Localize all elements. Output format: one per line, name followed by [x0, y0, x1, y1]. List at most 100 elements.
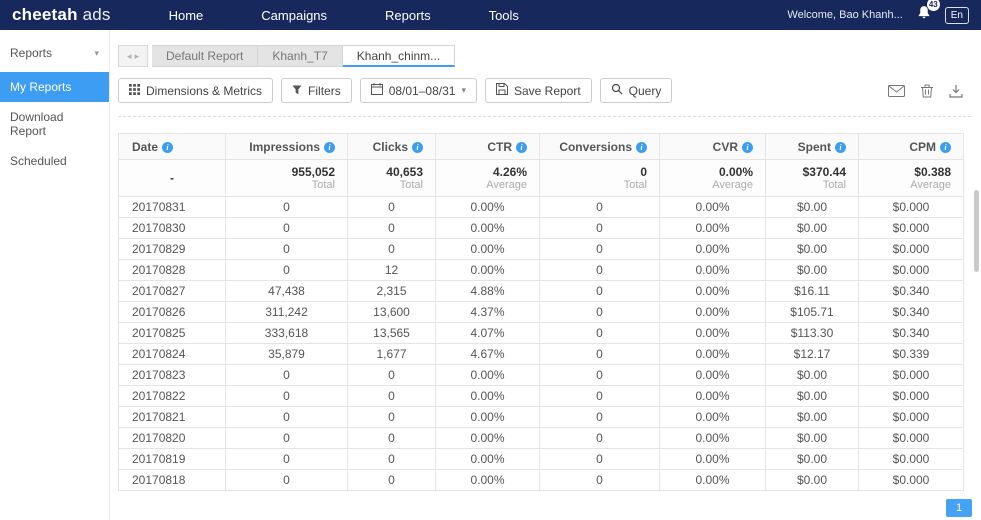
column-label: Clicks — [372, 139, 408, 154]
value-cell: 13,565 — [347, 322, 436, 344]
value-cell: 0 — [539, 238, 660, 260]
report-tabbar: ◂ ▸ Default Report Khanh_T7 Khanh_chinm.… — [118, 45, 971, 67]
tab-scroll-left-icon[interactable]: ◂ — [126, 50, 132, 61]
main-content: ◂ ▸ Default Report Khanh_T7 Khanh_chinm.… — [110, 30, 981, 520]
value-cell: $0.00 — [765, 385, 859, 407]
value-cell: 0 — [225, 469, 348, 491]
value-cell: 0.00% — [659, 364, 766, 386]
nav-item-tools[interactable]: Tools — [488, 7, 519, 23]
nav-item-campaigns[interactable]: Campaigns — [261, 7, 328, 23]
totals-cell-date: - — [118, 159, 226, 197]
tab-default-report[interactable]: Default Report — [152, 45, 259, 67]
tab-scroll-arrows: ◂ ▸ — [118, 45, 148, 67]
totals-value: 955,052 — [291, 164, 335, 179]
info-icon[interactable]: i — [516, 141, 527, 153]
value-cell: $0.000 — [858, 259, 964, 281]
pagination-page-1[interactable]: 1 — [946, 499, 972, 517]
column-header-conversions[interactable]: Conversions i — [539, 133, 660, 160]
column-header-cpm[interactable]: CPM i — [858, 133, 964, 160]
column-label: CVR — [712, 139, 738, 154]
tab-khanh-t7[interactable]: Khanh_T7 — [258, 45, 343, 67]
navbar-right: Welcome, Bao Khanh... 43 En — [787, 0, 969, 25]
table-row: 20170823 0 0 0.00% 0 0.00% $0.00 $0.000 — [118, 364, 964, 386]
date-cell: 20170824 — [118, 343, 226, 365]
date-cell: 20170818 — [118, 469, 226, 491]
totals-value: 4.26% — [492, 164, 527, 179]
mail-icon[interactable] — [888, 84, 905, 97]
totals-sublabel: Total — [399, 178, 423, 191]
value-cell: $0.00 — [765, 448, 859, 470]
value-cell: 0 — [539, 364, 660, 386]
column-header-spent[interactable]: Spent i — [765, 133, 859, 160]
totals-sublabel: Average — [712, 178, 753, 191]
tab-scroll-right-icon[interactable]: ▸ — [134, 50, 140, 61]
app-logo[interactable]: cheetah ads — [12, 5, 111, 25]
value-cell: $0.00 — [765, 196, 859, 218]
table-row: 20170831 0 0 0.00% 0 0.00% $0.00 $0.000 — [118, 196, 964, 218]
dashed-separator — [118, 116, 971, 117]
value-cell: 0 — [347, 469, 436, 491]
value-cell: 4.07% — [435, 322, 540, 344]
save-report-button[interactable]: Save Report — [484, 78, 592, 103]
value-cell: 35,879 — [225, 343, 348, 365]
vertical-scrollbar[interactable] — [974, 190, 979, 272]
info-icon[interactable]: i — [412, 141, 423, 153]
info-icon[interactable]: i — [742, 141, 753, 153]
column-header-clicks[interactable]: Clicks i — [347, 133, 436, 160]
column-header-cvr[interactable]: CVR i — [659, 133, 766, 160]
download-icon[interactable] — [949, 84, 963, 98]
sidebar-item-download-report[interactable]: Download Report — [10, 110, 64, 138]
tab-khanh-chinm[interactable]: Khanh_chinm... — [342, 45, 456, 67]
value-cell: 0.00% — [659, 280, 766, 302]
language-button[interactable]: En — [944, 6, 969, 24]
column-header-date[interactable]: Date i — [118, 133, 226, 160]
info-icon[interactable]: i — [324, 141, 335, 153]
table-row: 20170825 333,618 13,565 4.07% 0 0.00% $113.30 $… — [118, 322, 964, 344]
column-header-ctr[interactable]: CTR i — [435, 133, 540, 160]
info-icon[interactable]: i — [940, 141, 951, 153]
value-cell: 0.00% — [659, 217, 766, 239]
filters-label: Filters — [308, 83, 341, 98]
value-cell: 0.00% — [435, 448, 540, 470]
sidebar-section-reports[interactable]: Reports ▾ — [0, 30, 109, 72]
username-text[interactable]: Bao Khanh... — [839, 9, 903, 21]
value-cell: 0 — [347, 427, 436, 449]
value-cell: 0.00% — [659, 238, 766, 260]
info-icon[interactable]: i — [636, 141, 647, 153]
dimensions-metrics-button[interactable]: Dimensions & Metrics — [118, 78, 274, 103]
value-cell: 0 — [225, 217, 348, 239]
totals-sublabel: Total — [311, 178, 335, 191]
sidebar-item-my-reports[interactable]: My Reports — [0, 72, 109, 102]
value-cell: 311,242 — [225, 301, 348, 323]
chevron-down-icon: ▾ — [461, 85, 466, 95]
nav-item-home[interactable]: Home — [168, 7, 204, 23]
notifications-button[interactable]: 43 — [917, 0, 940, 25]
sidebar-item-scheduled[interactable]: Scheduled — [10, 154, 67, 168]
filters-button[interactable]: Filters — [281, 78, 352, 103]
value-cell: 0 — [347, 406, 436, 428]
info-icon[interactable]: i — [162, 141, 174, 153]
value-cell: 0.00% — [435, 406, 540, 428]
date-range-label: 08/01–08/31 — [388, 83, 456, 98]
value-cell: 0.00% — [659, 322, 766, 344]
query-button[interactable]: Query — [599, 78, 673, 103]
value-cell: $0.340 — [858, 280, 964, 302]
date-cell: 20170829 — [118, 238, 226, 260]
table-row: 20170827 47,438 2,315 4.88% 0 0.00% $16.11 $0.3… — [118, 280, 964, 302]
value-cell: $0.000 — [858, 217, 964, 239]
calendar-icon — [370, 83, 383, 98]
trash-icon[interactable] — [921, 84, 933, 98]
value-cell: 0.00% — [659, 343, 766, 365]
table-row: 20170821 0 0 0.00% 0 0.00% $0.00 $0.000 — [118, 406, 964, 428]
value-cell: 0 — [225, 448, 348, 470]
column-header-impressions[interactable]: Impressions i — [225, 133, 348, 160]
table-header: Date i Impressions i Clicks i CTR i Conversi… — [118, 133, 964, 160]
value-cell: 4.37% — [435, 301, 540, 323]
date-range-picker[interactable]: 08/01–08/31 ▾ — [359, 78, 477, 103]
query-label: Query — [628, 83, 662, 98]
info-icon[interactable]: i — [835, 141, 846, 153]
value-cell: 0.00% — [435, 217, 540, 239]
nav-item-reports[interactable]: Reports — [385, 7, 431, 23]
value-cell: $0.000 — [858, 385, 964, 407]
top-navbar: cheetah ads Home Campaigns Reports Tools… — [0, 0, 981, 30]
